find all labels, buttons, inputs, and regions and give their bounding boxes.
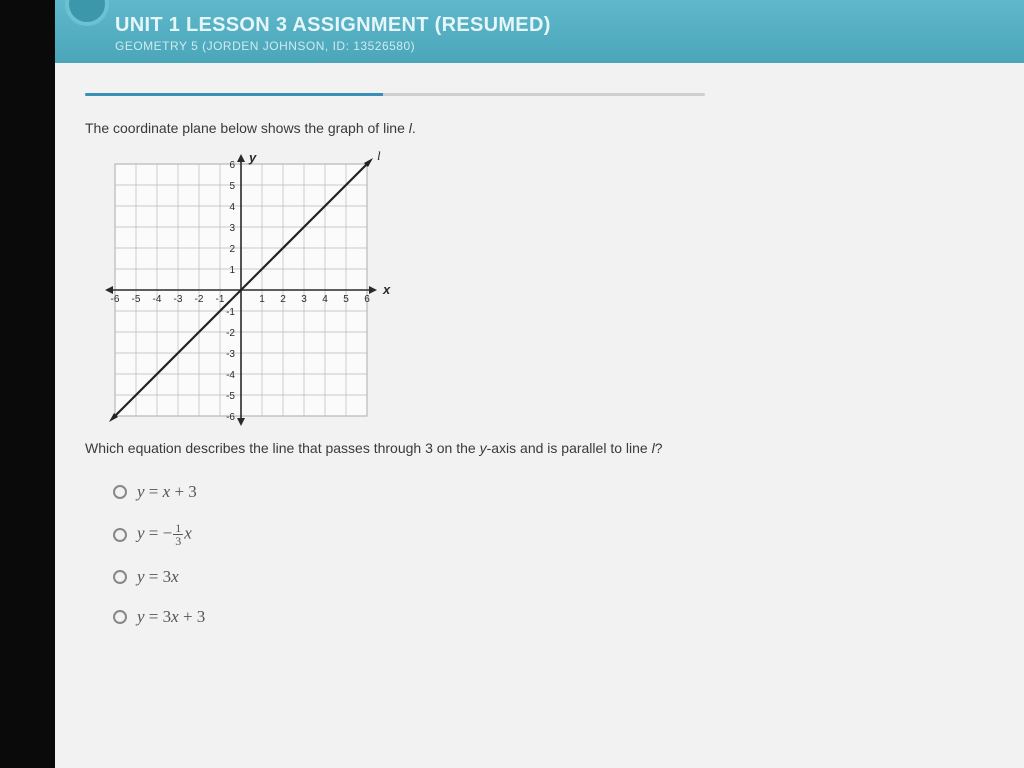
svg-text:6: 6 — [364, 294, 370, 305]
question-suffix: ? — [655, 440, 663, 456]
choice-b-label: y = −13x — [137, 522, 192, 547]
choice-a-label: y = x + 3 — [137, 482, 197, 502]
svg-text:y: y — [248, 150, 257, 165]
svg-text:-5: -5 — [132, 294, 141, 305]
assignment-title: UNIT 1 LESSON 3 ASSIGNMENT (RESUMED) — [115, 14, 1000, 37]
question-prefix: Which equation describes the line that p… — [85, 440, 480, 456]
prompt-suffix: . — [412, 120, 416, 136]
radio-icon — [113, 570, 127, 584]
choice-d-label: y = 3x + 3 — [137, 607, 205, 627]
svg-text:1: 1 — [259, 294, 265, 305]
answer-choices: y = x + 3 y = −13x y = 3x y = 3x + 3 — [85, 482, 994, 627]
svg-text:2: 2 — [280, 294, 286, 305]
svg-text:6: 6 — [229, 160, 235, 171]
radio-icon — [113, 485, 127, 499]
svg-text:2: 2 — [229, 244, 235, 255]
question-axis: y — [480, 440, 487, 456]
svg-text:5: 5 — [229, 181, 235, 192]
prompt-prefix: The coordinate plane below shows the gra… — [85, 120, 409, 136]
svg-text:-2: -2 — [195, 294, 204, 305]
svg-text:-4: -4 — [226, 370, 235, 381]
svg-text:3: 3 — [229, 223, 235, 234]
radio-icon — [113, 528, 127, 542]
svg-text:x: x — [382, 282, 391, 297]
svg-text:-4: -4 — [153, 294, 162, 305]
svg-text:1: 1 — [229, 265, 235, 276]
svg-text:-6: -6 — [226, 412, 235, 423]
svg-text:4: 4 — [229, 202, 235, 213]
svg-text:3: 3 — [301, 294, 307, 305]
svg-text:l: l — [377, 150, 381, 163]
svg-text:-1: -1 — [216, 294, 225, 305]
svg-text:-6: -6 — [111, 294, 120, 305]
progress-bar — [85, 93, 705, 96]
svg-text:-1: -1 — [226, 307, 235, 318]
assignment-subtitle: GEOMETRY 5 (JORDEN JOHNSON, ID: 13526580… — [115, 39, 1000, 53]
svg-text:-5: -5 — [226, 391, 235, 402]
content-area: The coordinate plane below shows the gra… — [55, 63, 1024, 627]
question-mid: -axis and is parallel to line — [487, 440, 652, 456]
choice-a[interactable]: y = x + 3 — [113, 482, 994, 502]
svg-text:4: 4 — [322, 294, 328, 305]
svg-text:-2: -2 — [226, 328, 235, 339]
left-gutter — [0, 0, 55, 768]
coordinate-plane-graph: 1 2 3 4 5 6 -6 -5 -4 -3 -2 -1 1 2 3 4 5 6 -1 -2 -3 -4 -5 -6 x y l — [85, 150, 994, 430]
choice-c[interactable]: y = 3x — [113, 567, 994, 587]
progress-fill — [85, 93, 383, 96]
svg-text:-3: -3 — [174, 294, 183, 305]
assignment-header: UNIT 1 LESSON 3 ASSIGNMENT (RESUMED) GEO… — [55, 0, 1024, 63]
svg-text:5: 5 — [343, 294, 349, 305]
radio-icon — [113, 610, 127, 624]
choice-d[interactable]: y = 3x + 3 — [113, 607, 994, 627]
choice-b[interactable]: y = −13x — [113, 522, 994, 547]
page: UNIT 1 LESSON 3 ASSIGNMENT (RESUMED) GEO… — [55, 0, 1024, 768]
question-text: Which equation describes the line that p… — [85, 440, 994, 456]
prompt-text: The coordinate plane below shows the gra… — [85, 120, 994, 136]
choice-c-label: y = 3x — [137, 567, 179, 587]
graph-svg: 1 2 3 4 5 6 -6 -5 -4 -3 -2 -1 1 2 3 4 5 6 -1 -2 -3 -4 -5 -6 x y l — [85, 150, 405, 430]
svg-text:-3: -3 — [226, 349, 235, 360]
header-badge-icon — [65, 0, 109, 26]
